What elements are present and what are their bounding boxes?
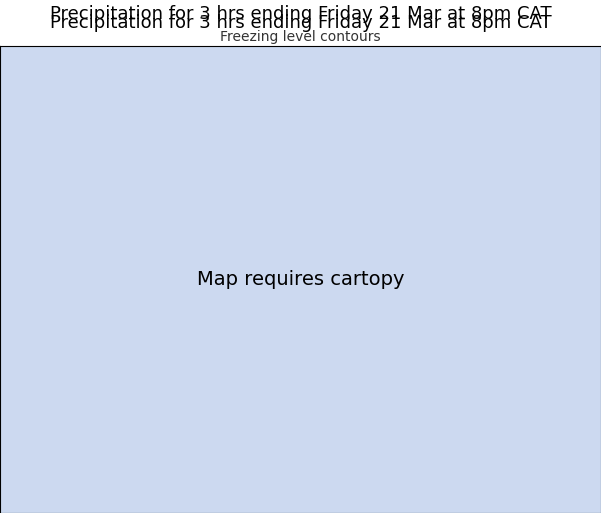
Text: Precipitation for 3 hrs ending Friday 21 Mar at 8pm CAT: Precipitation for 3 hrs ending Friday 21…: [50, 14, 551, 32]
Text: Freezing level contours: Freezing level contours: [220, 30, 381, 44]
Text: Map requires cartopy: Map requires cartopy: [197, 270, 404, 289]
Text: Precipitation for 3 hrs ending Friday 21 Mar at 8pm CAT: Precipitation for 3 hrs ending Friday 21…: [50, 5, 551, 23]
